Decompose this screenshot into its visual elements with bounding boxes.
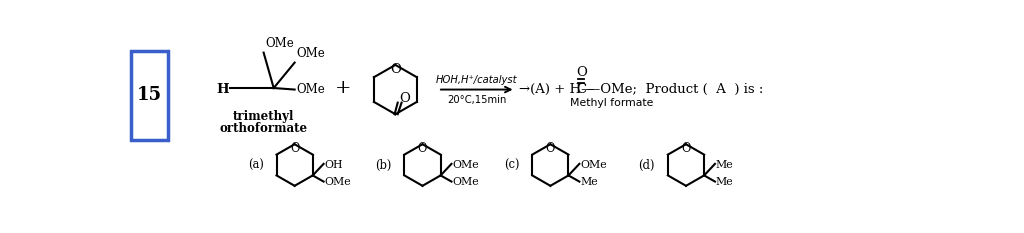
Text: O: O — [546, 142, 555, 155]
Text: OMe: OMe — [265, 37, 294, 50]
Text: OMe: OMe — [581, 160, 607, 170]
Text: O: O — [390, 63, 400, 76]
Text: Me: Me — [716, 177, 733, 187]
Text: (a): (a) — [248, 158, 263, 171]
Text: Me: Me — [581, 177, 598, 187]
Text: →(A) + H—: →(A) + H— — [519, 83, 595, 96]
Text: 15: 15 — [137, 86, 162, 104]
Text: OMe: OMe — [453, 177, 479, 187]
Text: O: O — [399, 92, 411, 105]
Text: +: + — [335, 79, 351, 97]
Text: O: O — [418, 142, 427, 155]
Text: —OMe;  Product (  A  ) is :: —OMe; Product ( A ) is : — [587, 83, 763, 96]
Text: (c): (c) — [504, 158, 519, 171]
Text: OMe: OMe — [296, 47, 325, 59]
Text: OMe: OMe — [296, 83, 325, 96]
Text: H: H — [216, 83, 228, 96]
Text: O: O — [681, 142, 690, 155]
Text: OMe: OMe — [453, 160, 479, 170]
Text: orthoformate: orthoformate — [219, 122, 307, 135]
Text: OH: OH — [325, 160, 343, 170]
Text: O: O — [575, 66, 587, 79]
Text: (b): (b) — [375, 158, 391, 171]
Text: (d): (d) — [639, 158, 655, 171]
Text: 20°C,15min: 20°C,15min — [447, 95, 507, 105]
Text: HOH,H⁺/catalyst: HOH,H⁺/catalyst — [436, 75, 517, 85]
Text: O: O — [290, 142, 299, 155]
Text: OMe: OMe — [325, 177, 351, 187]
Text: C: C — [577, 83, 587, 96]
Text: trimethyl: trimethyl — [232, 110, 294, 123]
Text: Me: Me — [716, 160, 733, 170]
Text: Methyl formate: Methyl formate — [569, 98, 653, 108]
